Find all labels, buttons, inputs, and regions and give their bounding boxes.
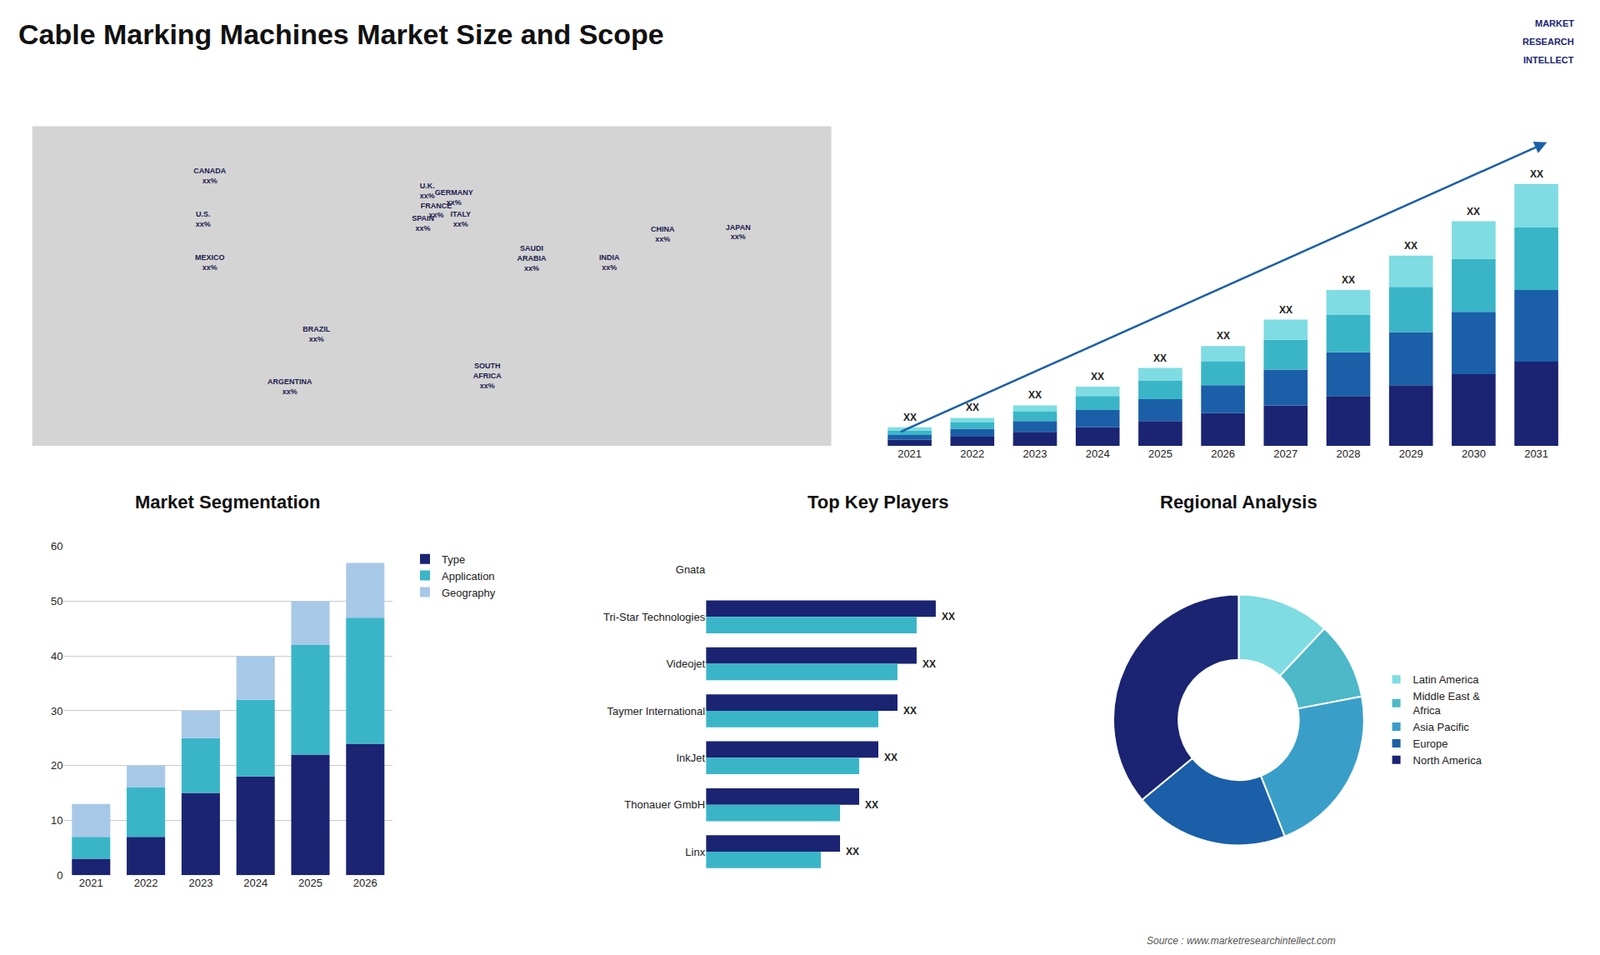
svg-text:2023: 2023 (1023, 447, 1048, 460)
svg-text:XX: XX (865, 799, 879, 811)
svg-text:Regional Analysis: Regional Analysis (1160, 491, 1318, 513)
svg-text:2025: 2025 (298, 876, 323, 890)
svg-text:2024: 2024 (243, 876, 268, 890)
svg-text:InkJet: InkJet (676, 751, 706, 765)
svg-text:MEXICOxx%: MEXICOxx% (195, 253, 225, 272)
svg-text:SPAINxx%: SPAINxx% (411, 214, 435, 233)
svg-text:North America: North America (1413, 754, 1483, 767)
svg-text:2030: 2030 (1461, 447, 1486, 460)
svg-text:Europe: Europe (1413, 737, 1449, 750)
svg-text:2024: 2024 (1085, 447, 1110, 460)
svg-text:BRAZILxx%: BRAZILxx% (302, 325, 330, 344)
svg-text:50: 50 (50, 595, 63, 608)
svg-text:2026: 2026 (1210, 447, 1235, 460)
svg-text:FRANCExx%: FRANCExx% (420, 201, 453, 220)
svg-text:Cable Marking Machines Market: Cable Marking Machines Market Size and S… (18, 18, 665, 50)
svg-text:XX: XX (1341, 274, 1355, 286)
svg-text:Thonauer GmbH: Thonauer GmbH (624, 798, 705, 811)
svg-text:XX: XX (1216, 330, 1230, 342)
svg-text:Market Segmentation: Market Segmentation (135, 491, 321, 513)
svg-text:2027: 2027 (1273, 447, 1298, 460)
svg-text:XX: XX (903, 705, 917, 717)
svg-text:CANADAxx%: CANADAxx% (193, 166, 226, 185)
svg-text:2026: 2026 (353, 876, 378, 890)
svg-text:0: 0 (56, 869, 63, 882)
svg-text:20: 20 (50, 759, 63, 772)
svg-text:Linx: Linx (685, 845, 705, 859)
svg-text:2029: 2029 (1399, 447, 1424, 460)
svg-text:Taymer International: Taymer International (606, 705, 705, 718)
svg-text:XX: XX (1090, 370, 1105, 383)
svg-text:XX: XX (1530, 168, 1544, 180)
svg-text:XX: XX (845, 845, 860, 858)
svg-text:Gnata: Gnata (675, 563, 706, 576)
svg-text:10: 10 (50, 814, 63, 827)
svg-text:XX: XX (922, 658, 936, 670)
svg-text:U.S.xx%: U.S.xx% (195, 210, 211, 229)
svg-text:U.K.xx%: U.K.xx% (420, 181, 435, 200)
svg-text:2021: 2021 (897, 447, 922, 460)
svg-text:CHINAxx%: CHINAxx% (650, 225, 675, 244)
svg-text:Tri-Star Technologies: Tri-Star Technologies (603, 610, 706, 624)
svg-text:Latin America: Latin America (1413, 673, 1480, 686)
svg-text:2023: 2023 (188, 876, 213, 890)
svg-text:INTELLECT: INTELLECT (1523, 55, 1575, 65)
svg-text:XX: XX (941, 610, 955, 623)
svg-text:XX: XX (1466, 205, 1480, 218)
svg-text:40: 40 (50, 650, 63, 663)
svg-text:SOUTHAFRICAxx%: SOUTHAFRICAxx% (473, 361, 502, 390)
svg-text:JAPANxx%: JAPANxx% (725, 223, 751, 242)
svg-text:30: 30 (50, 705, 63, 718)
svg-text:ARGENTINAxx%: ARGENTINAxx% (267, 377, 313, 396)
svg-text:Type: Type (441, 553, 465, 566)
svg-text:2022: 2022 (134, 876, 159, 890)
svg-text:2022: 2022 (960, 447, 985, 460)
svg-text:MARKET: MARKET (1535, 18, 1575, 29)
svg-text:XX: XX (903, 411, 917, 424)
svg-text:GERMANYxx%: GERMANYxx% (435, 188, 474, 207)
svg-text:Asia Pacific: Asia Pacific (1413, 720, 1470, 734)
svg-text:Middle East &Africa: Middle East &Africa (1413, 690, 1481, 717)
svg-text:Source : www.marketresearchint: Source : www.marketresearchintellect.com (1146, 935, 1336, 947)
svg-text:XX: XX (1153, 352, 1167, 365)
svg-text:Geography: Geography (441, 586, 496, 600)
svg-text:2021: 2021 (79, 876, 104, 890)
svg-text:RESEARCH: RESEARCH (1522, 36, 1575, 47)
svg-text:XX: XX (1279, 304, 1293, 316)
svg-text:SAUDIARABIAxx%: SAUDIARABIAxx% (517, 244, 547, 272)
svg-text:XX: XX (884, 751, 898, 764)
svg-text:XX: XX (1404, 240, 1418, 252)
svg-text:Top Key Players: Top Key Players (807, 491, 950, 513)
svg-text:ITALYxx%: ITALYxx% (450, 210, 472, 229)
svg-text:2028: 2028 (1336, 447, 1361, 460)
svg-text:INDIAxx%: INDIAxx% (599, 253, 620, 272)
svg-text:2025: 2025 (1148, 447, 1173, 460)
svg-text:60: 60 (50, 540, 63, 553)
svg-text:2031: 2031 (1524, 447, 1549, 460)
svg-text:XX: XX (965, 401, 980, 414)
svg-text:Videojet: Videojet (665, 657, 705, 670)
svg-text:Application: Application (441, 570, 495, 583)
svg-text:XX: XX (1028, 389, 1042, 401)
